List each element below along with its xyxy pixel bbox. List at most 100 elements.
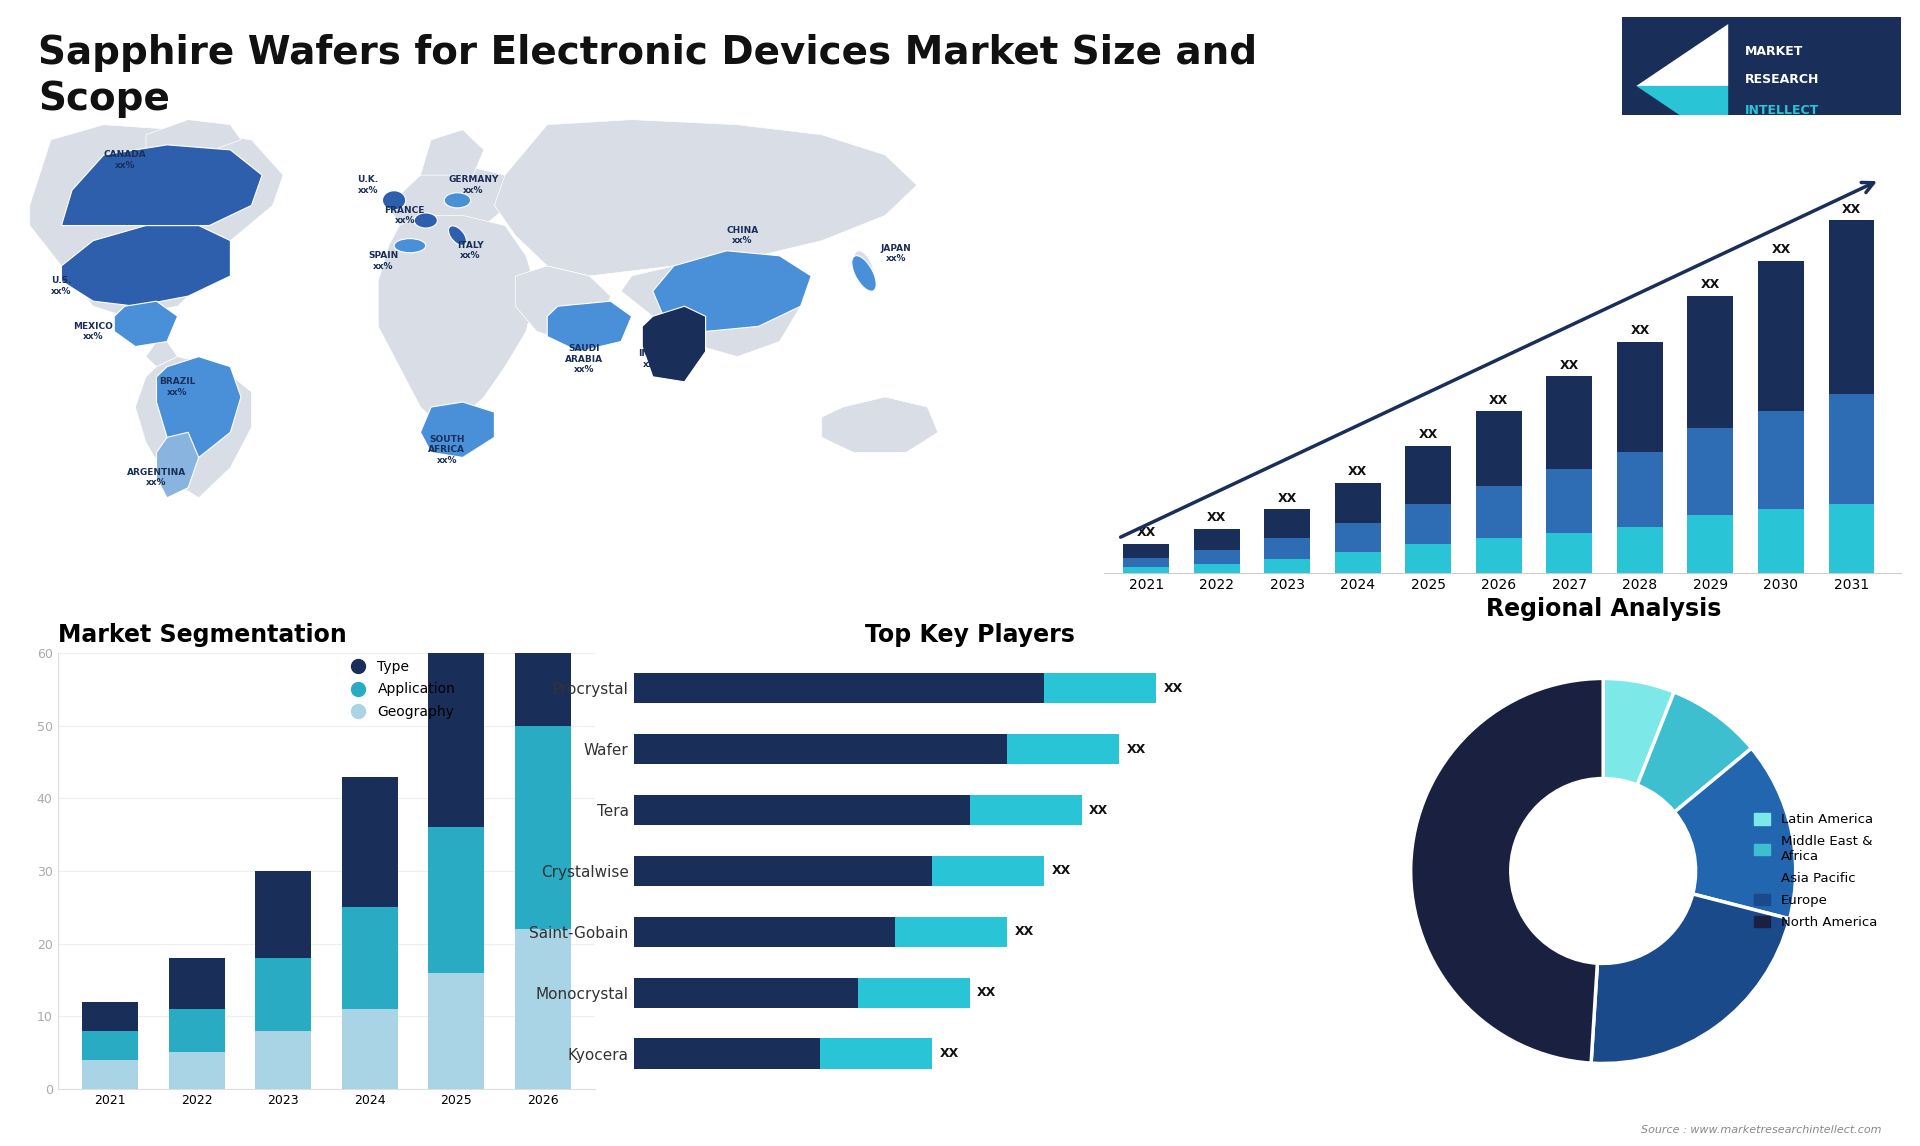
Bar [1476, 411, 1523, 486]
Polygon shape [156, 432, 200, 497]
Text: Source : www.marketresearchintellect.com: Source : www.marketresearchintellect.com [1642, 1124, 1882, 1135]
Wedge shape [1674, 748, 1795, 919]
Bar [1546, 533, 1592, 573]
Bar [1006, 733, 1119, 764]
Polygon shape [29, 125, 284, 316]
Text: BRAZIL
xx%: BRAZIL xx% [159, 377, 196, 397]
Legend: Latin America, Middle East &
Africa, Asia Pacific, Europe, North America: Latin America, Middle East & Africa, Asi… [1755, 813, 1878, 929]
Bar [428, 827, 484, 973]
Bar [1688, 516, 1734, 573]
Bar [1759, 510, 1805, 573]
Text: RESEARCH: RESEARCH [1745, 72, 1820, 86]
Polygon shape [1636, 86, 1728, 148]
Text: XX: XX [1630, 324, 1649, 337]
Text: XX: XX [1701, 278, 1720, 291]
Bar [634, 673, 1044, 704]
Bar [1476, 539, 1523, 573]
Bar [820, 1038, 933, 1069]
Text: XX: XX [1127, 743, 1146, 755]
Bar [1617, 527, 1663, 573]
Text: XX: XX [1772, 243, 1791, 257]
Bar [1334, 524, 1380, 552]
Bar [634, 1038, 820, 1069]
Bar [634, 917, 895, 947]
FancyBboxPatch shape [1622, 17, 1901, 155]
Bar [1334, 482, 1380, 524]
Ellipse shape [852, 256, 876, 291]
Wedge shape [1638, 692, 1751, 813]
Bar [858, 978, 970, 1008]
Text: U.K.
xx%: U.K. xx% [357, 175, 378, 195]
Bar [1265, 559, 1309, 573]
Bar [342, 1008, 397, 1089]
Bar [255, 958, 311, 1030]
Text: Market Segmentation: Market Segmentation [58, 623, 346, 647]
Bar [970, 795, 1081, 825]
Bar [515, 725, 570, 929]
Text: XX: XX [1841, 203, 1860, 215]
Bar [634, 733, 1006, 764]
Text: U.S.
xx%: U.S. xx% [52, 276, 71, 296]
Bar [1759, 261, 1805, 411]
Bar [342, 777, 397, 908]
Text: JAPAN
xx%: JAPAN xx% [879, 244, 912, 262]
Bar [342, 908, 397, 1008]
Polygon shape [378, 215, 536, 427]
Bar [1546, 376, 1592, 469]
Polygon shape [515, 266, 611, 342]
Bar [83, 1002, 138, 1030]
Polygon shape [420, 129, 484, 175]
Ellipse shape [444, 193, 470, 207]
Text: SOUTH
AFRICA
xx%: SOUTH AFRICA xx% [428, 435, 465, 465]
Bar [169, 1052, 225, 1089]
Bar [83, 1060, 138, 1089]
Polygon shape [388, 165, 515, 236]
Text: XX: XX [1089, 803, 1108, 817]
Polygon shape [420, 402, 495, 457]
Bar [1405, 544, 1452, 573]
Polygon shape [115, 301, 177, 346]
Wedge shape [1603, 678, 1674, 785]
Polygon shape [641, 306, 707, 382]
Bar [1123, 544, 1169, 558]
Bar [1828, 503, 1874, 573]
Text: FRANCE
xx%: FRANCE xx% [384, 206, 424, 225]
Text: XX: XX [1014, 925, 1033, 939]
Bar [1044, 673, 1156, 704]
Bar [1617, 342, 1663, 452]
Text: MEXICO
xx%: MEXICO xx% [73, 322, 113, 342]
Bar [634, 795, 970, 825]
Text: ARGENTINA
xx%: ARGENTINA xx% [127, 468, 186, 487]
Bar [1123, 558, 1169, 567]
Polygon shape [134, 356, 252, 497]
Bar [1617, 452, 1663, 527]
Bar [933, 856, 1044, 886]
Polygon shape [61, 144, 261, 226]
Text: XX: XX [1137, 526, 1156, 540]
Text: XX: XX [1164, 682, 1183, 694]
Title: Top Key Players: Top Key Players [864, 623, 1075, 647]
Polygon shape [156, 356, 242, 457]
Text: SAUDI
ARABIA
xx%: SAUDI ARABIA xx% [564, 344, 603, 374]
Text: GERMANY
xx%: GERMANY xx% [447, 175, 499, 195]
Polygon shape [822, 397, 939, 453]
Bar [1123, 567, 1169, 573]
Text: MARKET: MARKET [1745, 45, 1803, 58]
Bar [255, 871, 311, 958]
Bar [428, 631, 484, 827]
Ellipse shape [394, 238, 426, 253]
Polygon shape [495, 119, 918, 276]
Text: XX: XX [1052, 864, 1071, 878]
Polygon shape [146, 119, 242, 155]
Text: XX: XX [1208, 511, 1227, 525]
Bar [634, 856, 933, 886]
Text: XX: XX [1559, 359, 1578, 371]
Text: XX: XX [977, 987, 996, 999]
Legend: Type, Application, Geography: Type, Application, Geography [344, 660, 455, 719]
Bar [169, 1008, 225, 1052]
Text: XX: XX [1348, 465, 1367, 478]
Bar [1546, 469, 1592, 533]
Polygon shape [653, 251, 812, 331]
Bar [634, 978, 858, 1008]
Ellipse shape [449, 226, 467, 245]
